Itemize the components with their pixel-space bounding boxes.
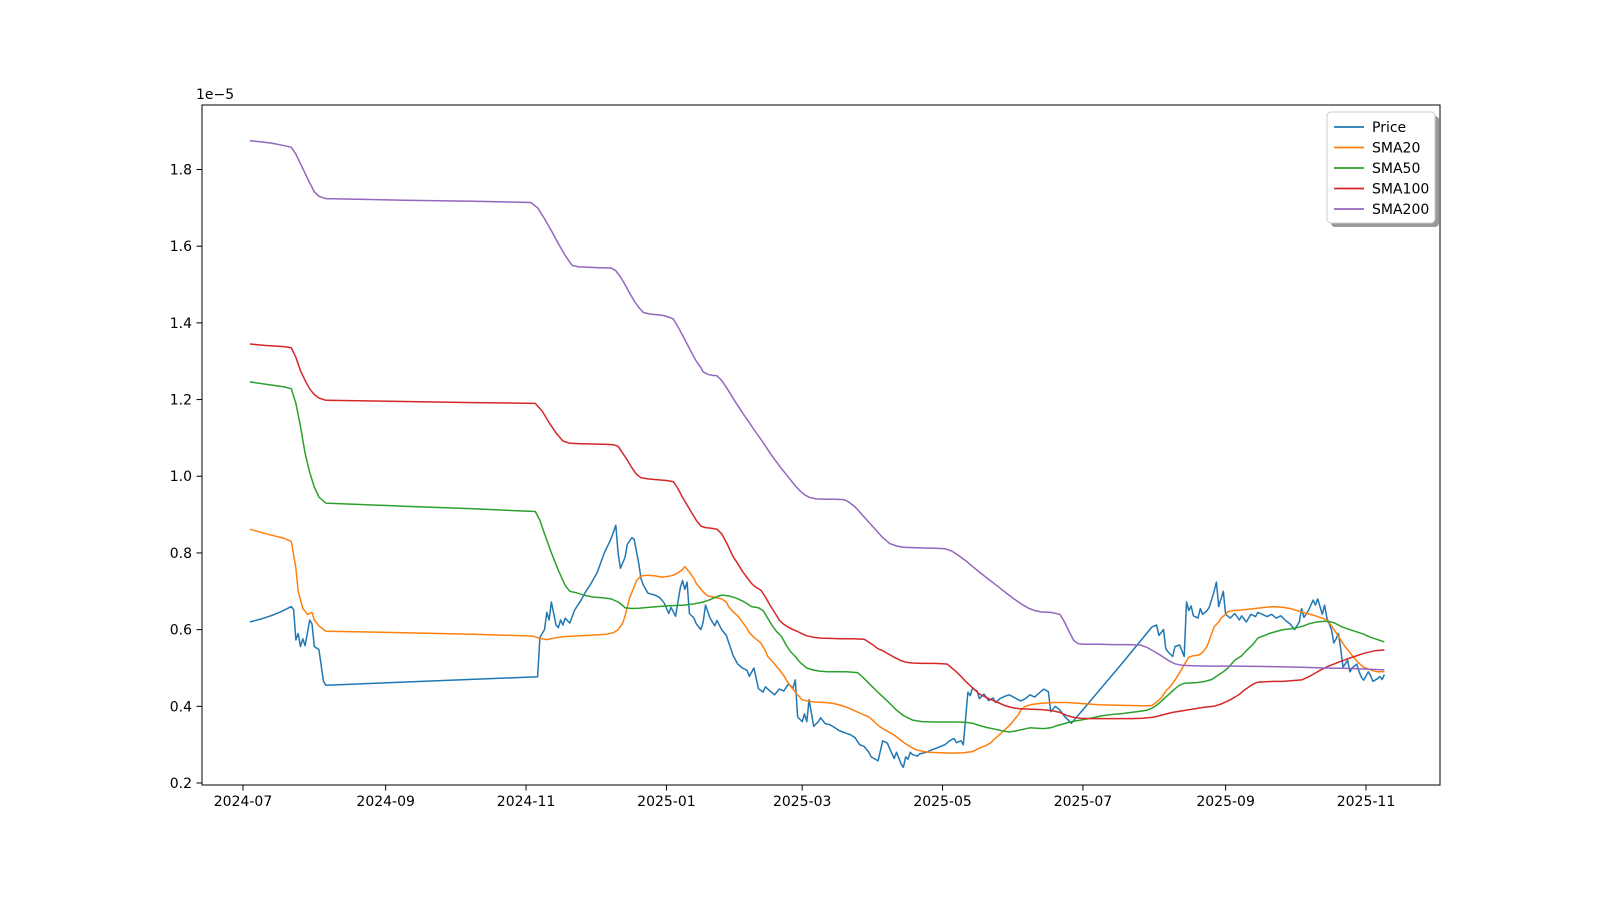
legend: Price SMA20 SMA50 SMA100 SMA200 [1326,111,1439,227]
legend-label: Price [1372,120,1406,136]
x-tick-label: 2024-11 [497,794,556,810]
y-tick-label: 1.0 [170,469,192,485]
legend-label: SMA50 [1372,161,1420,177]
legend-entry: SMA50 [1334,161,1420,177]
x-tick-label: 2025-01 [637,794,696,810]
y-axis-offset-label: 1e−5 [196,87,234,103]
y-tick-label: 1.6 [170,239,192,255]
x-tick-label: 2024-09 [356,794,415,810]
legend-box [1326,111,1436,224]
y-tick-label: 1.8 [170,162,192,178]
y-axis: 0.2 0.4 0.6 0.8 1.0 1.2 1.4 1.6 1.8 [170,162,202,792]
y-tick-label: 0.4 [170,699,192,715]
y-tick-label: 0.6 [170,623,192,639]
series-lines [249,139,1386,769]
x-tick-label: 2025-07 [1054,794,1113,810]
legend-entry: SMA20 [1334,141,1420,157]
series-line-price [249,524,1386,769]
series-line-sma20 [249,528,1385,754]
x-tick-label: 2025-09 [1196,794,1255,810]
x-tick-label: 2025-03 [773,794,832,810]
legend-entry: Price [1334,120,1406,136]
legend-entry: SMA100 [1334,182,1429,198]
legend-label: SMA100 [1372,182,1429,198]
legend-label: SMA20 [1372,141,1420,157]
x-tick-label: 2025-11 [1337,794,1396,810]
series-line-sma200 [249,139,1385,671]
series-line-sma50 [249,381,1385,733]
series-line-sma100 [249,343,1385,720]
y-tick-label: 0.2 [170,776,192,792]
y-tick-label: 0.8 [170,546,192,562]
y-tick-label: 1.4 [170,316,192,332]
x-tick-label: 2025-05 [913,794,972,810]
x-tick-label: 2024-07 [214,794,273,810]
y-tick-label: 1.2 [170,393,192,409]
legend-label: SMA200 [1372,202,1429,218]
legend-entry: SMA200 [1334,202,1429,218]
plot-frame [201,104,1441,786]
x-axis: 2024-07 2024-09 2024-11 2025-01 2025-03 2025-… [214,785,1395,810]
